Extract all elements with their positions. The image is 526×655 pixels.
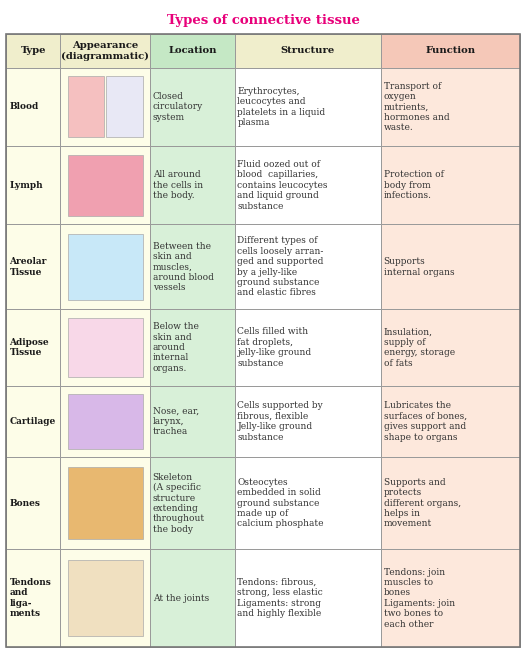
Bar xyxy=(67,234,143,300)
Bar xyxy=(6,309,60,386)
Bar xyxy=(235,67,381,146)
Bar xyxy=(235,309,381,386)
Bar xyxy=(106,77,143,138)
Text: Transport of
oxygen
nutrients,
hormones and
waste.: Transport of oxygen nutrients, hormones … xyxy=(383,82,449,132)
Text: At the joints: At the joints xyxy=(153,593,209,603)
Bar xyxy=(6,225,60,309)
Bar xyxy=(6,34,60,67)
Bar xyxy=(67,560,143,637)
Text: Between the
skin and
muscles,
around blood
vessels: Between the skin and muscles, around blo… xyxy=(153,242,214,292)
Bar xyxy=(60,34,150,67)
Text: Function: Function xyxy=(426,47,476,56)
Bar xyxy=(381,457,520,549)
Bar xyxy=(235,549,381,647)
Bar xyxy=(60,146,150,225)
Bar xyxy=(381,67,520,146)
Text: Protection of
body from
infections.: Protection of body from infections. xyxy=(383,170,443,200)
Text: Blood: Blood xyxy=(9,102,39,111)
Bar xyxy=(150,309,235,386)
Bar xyxy=(6,386,60,457)
Text: Structure: Structure xyxy=(281,47,335,56)
Bar xyxy=(381,34,520,67)
Bar xyxy=(60,309,150,386)
Bar xyxy=(235,34,381,67)
Bar xyxy=(381,309,520,386)
Text: Lubricates the
surfaces of bones,
gives support and
shape to organs: Lubricates the surfaces of bones, gives … xyxy=(383,402,467,441)
Text: Insulation,
supply of
energy, storage
of fats: Insulation, supply of energy, storage of… xyxy=(383,328,455,367)
Text: Types of connective tissue: Types of connective tissue xyxy=(167,14,359,28)
Text: Erythrocytes,
leucocytes and
platelets in a liquid
plasma: Erythrocytes, leucocytes and platelets i… xyxy=(237,87,326,127)
Text: Tendons: join
muscles to
bones
Ligaments: join
two bones to
each other: Tendons: join muscles to bones Ligaments… xyxy=(383,567,455,629)
Bar xyxy=(60,225,150,309)
Text: Closed
circulatory
system: Closed circulatory system xyxy=(153,92,203,122)
Bar xyxy=(60,386,150,457)
Text: Cells filled with
fat droplets,
jelly-like ground
substance: Cells filled with fat droplets, jelly-li… xyxy=(237,328,311,367)
Text: Nose, ear,
larynx,
trachea: Nose, ear, larynx, trachea xyxy=(153,407,199,436)
Bar xyxy=(381,386,520,457)
Bar xyxy=(6,67,60,146)
Bar xyxy=(6,146,60,225)
Bar xyxy=(150,457,235,549)
Text: Location: Location xyxy=(168,47,217,56)
Text: Fluid oozed out of
blood  capillaries,
contains leucocytes
and liquid ground
sub: Fluid oozed out of blood capillaries, co… xyxy=(237,160,328,210)
Text: Tendons: fibrous,
strong, less elastic
Ligaments: strong
and highly flexible: Tendons: fibrous, strong, less elastic L… xyxy=(237,578,323,618)
Bar xyxy=(60,549,150,647)
Bar xyxy=(381,225,520,309)
Text: Osteocytes
embedded in solid
ground substance
made up of
calcium phosphate: Osteocytes embedded in solid ground subs… xyxy=(237,478,324,529)
Bar xyxy=(235,146,381,225)
Bar xyxy=(67,318,143,377)
Bar xyxy=(235,225,381,309)
Bar xyxy=(60,457,150,549)
Text: Areolar
Tissue: Areolar Tissue xyxy=(9,257,47,276)
Bar xyxy=(67,394,143,449)
Text: Adipose
Tissue: Adipose Tissue xyxy=(9,338,49,357)
Text: Bones: Bones xyxy=(9,498,41,508)
Bar xyxy=(150,225,235,309)
Bar xyxy=(60,67,150,146)
Bar xyxy=(235,457,381,549)
Bar xyxy=(381,549,520,647)
Text: Type: Type xyxy=(21,47,46,56)
Bar xyxy=(6,549,60,647)
Text: Appearance
(diagrammatic): Appearance (diagrammatic) xyxy=(61,41,149,61)
Bar xyxy=(150,146,235,225)
Text: Below the
skin and
around
internal
organs.: Below the skin and around internal organ… xyxy=(153,322,198,373)
Text: Tendons
and
liga-
ments: Tendons and liga- ments xyxy=(9,578,51,618)
Text: Different types of
cells loosely arran-
ged and supported
by a jelly-like
ground: Different types of cells loosely arran- … xyxy=(237,236,324,297)
Text: Supports
internal organs: Supports internal organs xyxy=(383,257,454,276)
Text: Supports and
protects
different organs,
helps in
movement: Supports and protects different organs, … xyxy=(383,478,461,529)
Bar xyxy=(67,155,143,215)
Bar xyxy=(150,67,235,146)
Bar xyxy=(67,77,104,138)
Bar xyxy=(150,34,235,67)
Bar xyxy=(381,146,520,225)
Bar xyxy=(150,386,235,457)
Bar xyxy=(150,549,235,647)
Text: All around
the cells in
the body.: All around the cells in the body. xyxy=(153,170,203,200)
Bar xyxy=(6,457,60,549)
Bar xyxy=(67,468,143,539)
Text: Lymph: Lymph xyxy=(9,181,43,190)
Text: Cells supported by
fibrous, flexible
Jelly-like ground
substance: Cells supported by fibrous, flexible Jel… xyxy=(237,402,323,441)
Bar xyxy=(235,386,381,457)
Text: Skeleton
(A specific
structure
extending
throughout
the body: Skeleton (A specific structure extending… xyxy=(153,472,205,534)
Text: Cartilage: Cartilage xyxy=(9,417,56,426)
